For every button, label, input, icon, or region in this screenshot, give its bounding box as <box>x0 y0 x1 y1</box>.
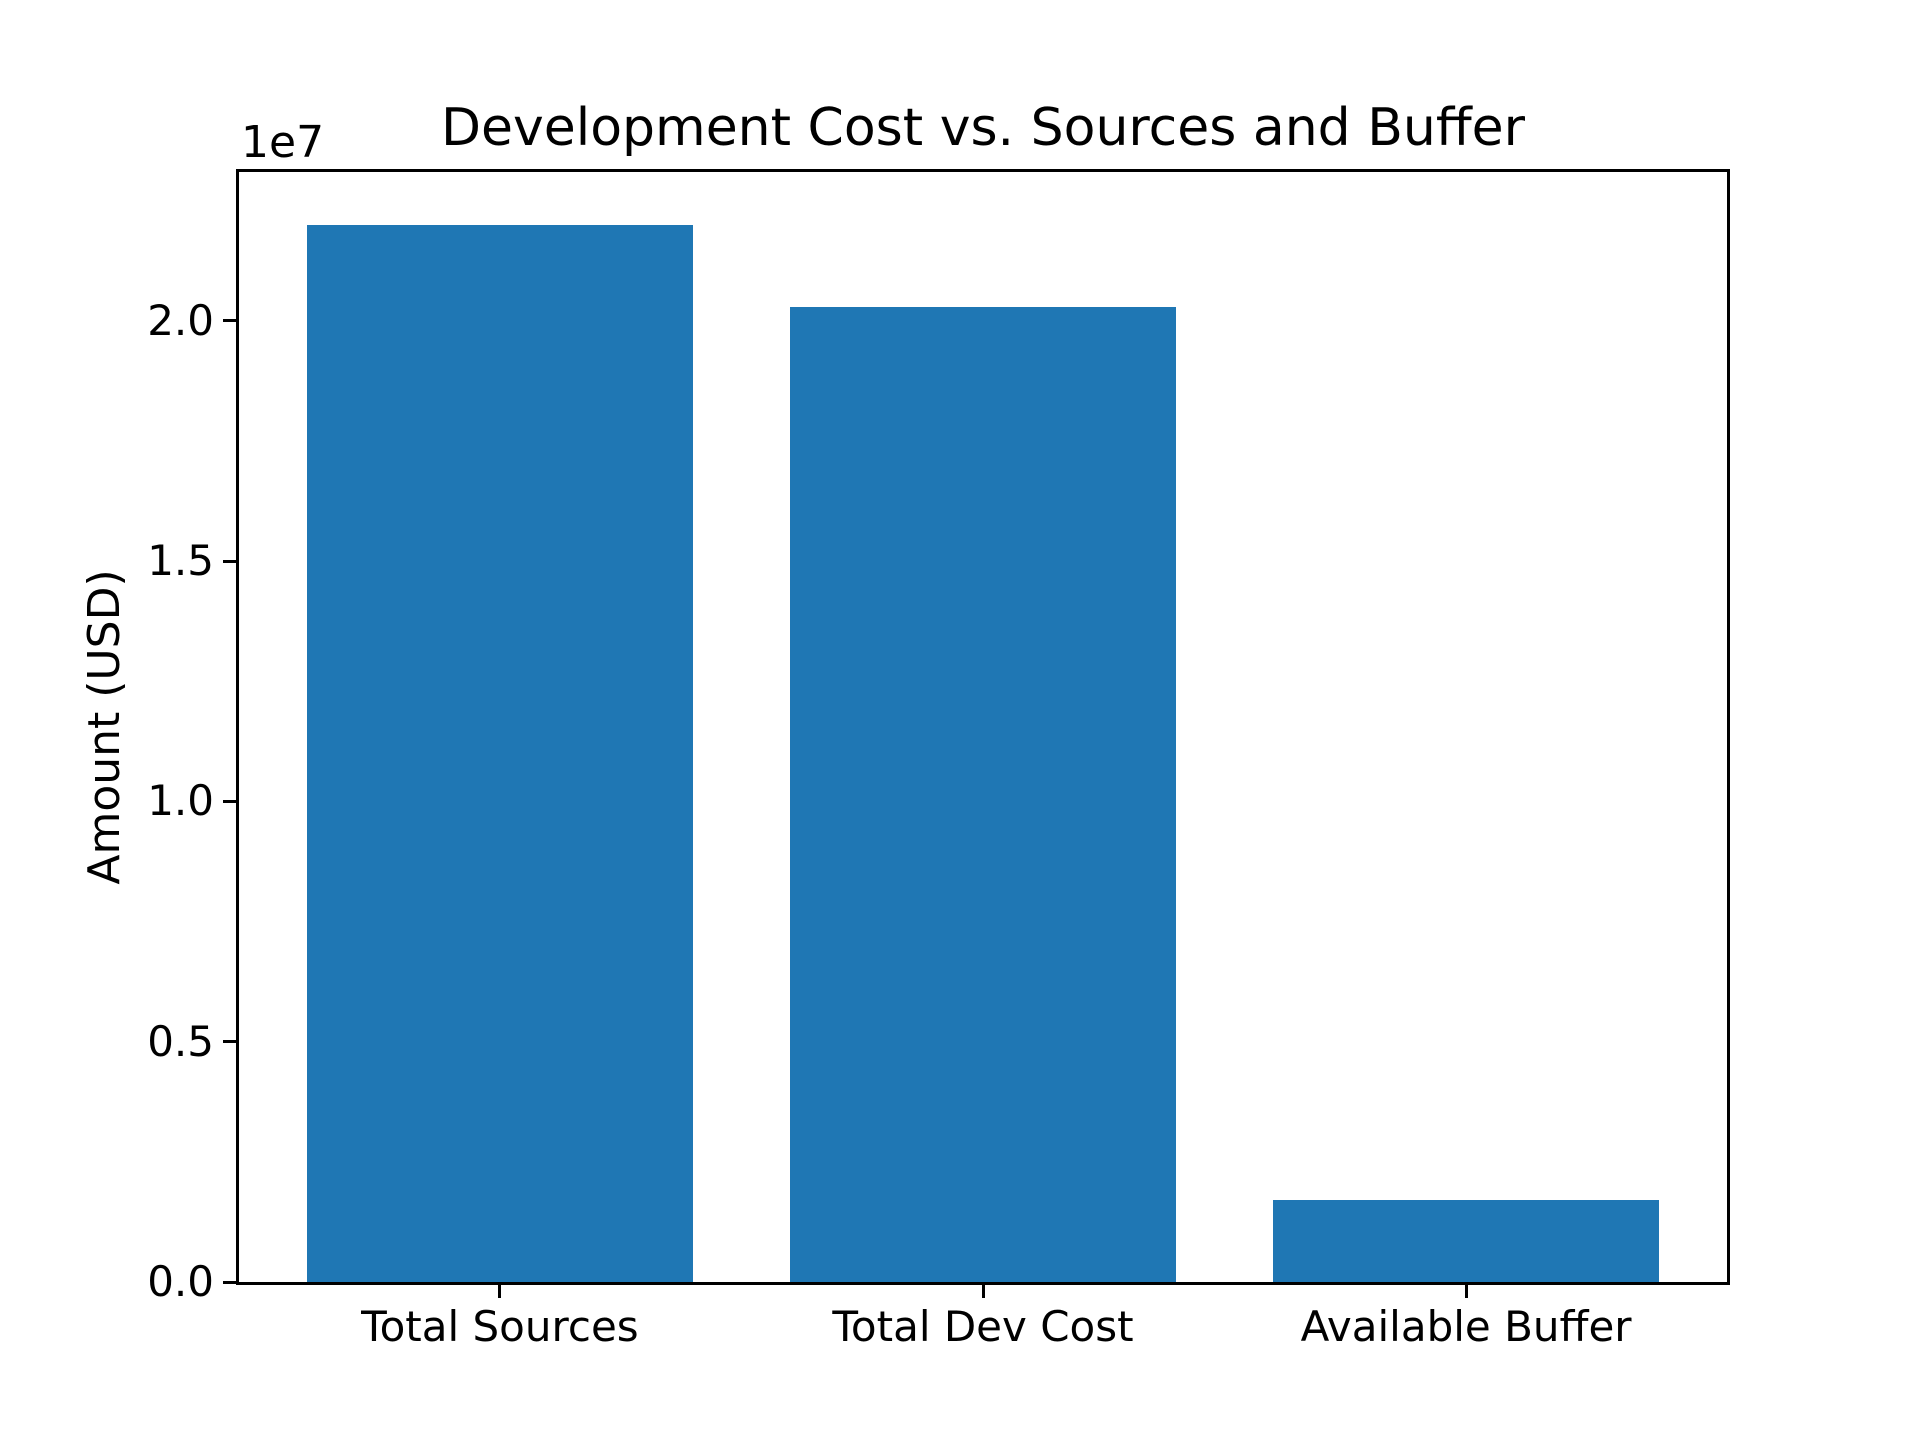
x-tick-mark <box>1464 1282 1468 1298</box>
y-tick-mark <box>223 1040 239 1044</box>
y-tick-mark <box>223 319 239 323</box>
y-tick-mark <box>223 1280 239 1284</box>
bars-layer <box>239 172 1727 1282</box>
y-tick-mark <box>223 799 239 803</box>
x-tick-label: Available Buffer <box>1300 1302 1632 1351</box>
chart-title: Development Cost vs. Sources and Buffer <box>440 98 1526 158</box>
y-axis-offset-text: 1e7 <box>241 117 325 168</box>
y-tick-label: 2.0 <box>147 295 214 345</box>
x-tick-mark <box>498 1282 502 1298</box>
x-tick-label: Total Sources <box>361 1302 639 1351</box>
bar-total-sources <box>306 224 694 1282</box>
y-tick-label: 0.5 <box>147 1016 214 1066</box>
y-tick-label: 1.5 <box>147 536 214 586</box>
y-tick-mark <box>223 559 239 563</box>
bar-total-dev-cost <box>789 306 1177 1282</box>
y-tick-label: 1.0 <box>147 776 214 826</box>
y-tick-label: 0.0 <box>147 1257 214 1306</box>
x-tick-label: Total Dev Cost <box>832 1302 1134 1351</box>
bar-available-buffer <box>1272 1200 1660 1282</box>
x-tick-mark <box>981 1282 985 1298</box>
